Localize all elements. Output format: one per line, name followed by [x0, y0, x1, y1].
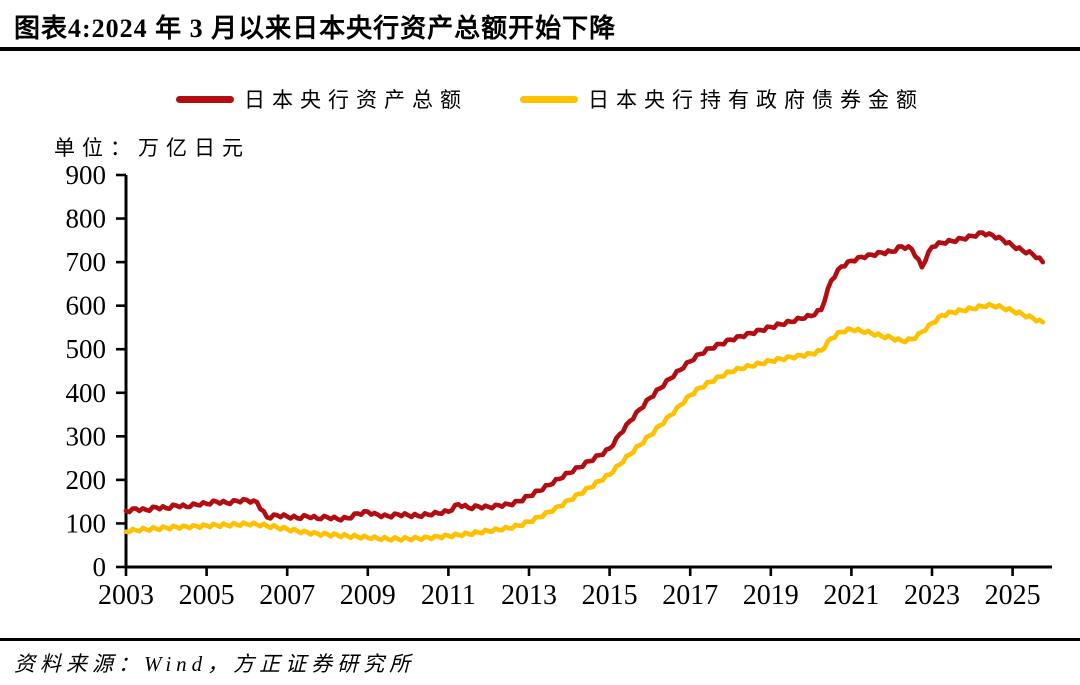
y-tick-label: 900 — [66, 160, 107, 190]
x-tick-label: 2021 — [823, 580, 879, 611]
y-tick-label: 700 — [66, 247, 107, 277]
x-tick-label: 2011 — [421, 580, 476, 611]
bottom-divider — [0, 638, 1080, 641]
x-tick-label: 2019 — [743, 580, 799, 611]
series-jgb-holdings-line — [123, 301, 1046, 543]
total-assets-line-swatch — [176, 95, 234, 103]
y-tick-label: 600 — [66, 291, 107, 321]
unit-label: 单位：万亿日元 — [54, 136, 250, 160]
x-tick-label: 2025 — [985, 580, 1041, 611]
x-tick-label: 2007 — [259, 580, 315, 611]
y-tick-label: 400 — [66, 378, 107, 408]
x-tick-label: 2013 — [501, 580, 557, 611]
x-tick-label: 2023 — [904, 580, 960, 611]
y-tick-label: 200 — [66, 465, 107, 495]
x-tick-label: 2009 — [340, 580, 396, 611]
x-tick-label: 2015 — [582, 580, 638, 611]
legend-label-jgb-holdings: 日本央行持有政府债券金额 — [588, 88, 924, 112]
y-tick-label: 500 — [66, 334, 107, 364]
x-tick-label: 2017 — [662, 580, 718, 611]
x-tick-label: 2005 — [179, 580, 235, 611]
y-tick-label: 0 — [93, 552, 107, 582]
series-total-assets-line — [123, 230, 1046, 523]
legend-item-jgb-holdings: 日本央行持有政府债券金额 — [520, 84, 924, 114]
source-note: 资料来源：Wind，方正证券研究所 — [14, 652, 416, 676]
y-tick-label: 300 — [66, 421, 107, 451]
legend-label-total-assets: 日本央行资产总额 — [244, 88, 468, 112]
title-divider — [0, 47, 1080, 51]
jgb-holdings-line-swatch — [520, 95, 578, 103]
y-tick-label: 800 — [66, 204, 107, 234]
chart-title: 图表4:2024 年 3 月以来日本央行资产总额开始下降 — [14, 14, 617, 43]
legend-item-total-assets: 日本央行资产总额 — [176, 84, 468, 114]
chart-legend: 日本央行资产总额 日本央行持有政府债券金额 — [10, 84, 1080, 114]
x-tick-label: 2003 — [98, 580, 154, 611]
y-tick-label: 100 — [66, 508, 107, 538]
